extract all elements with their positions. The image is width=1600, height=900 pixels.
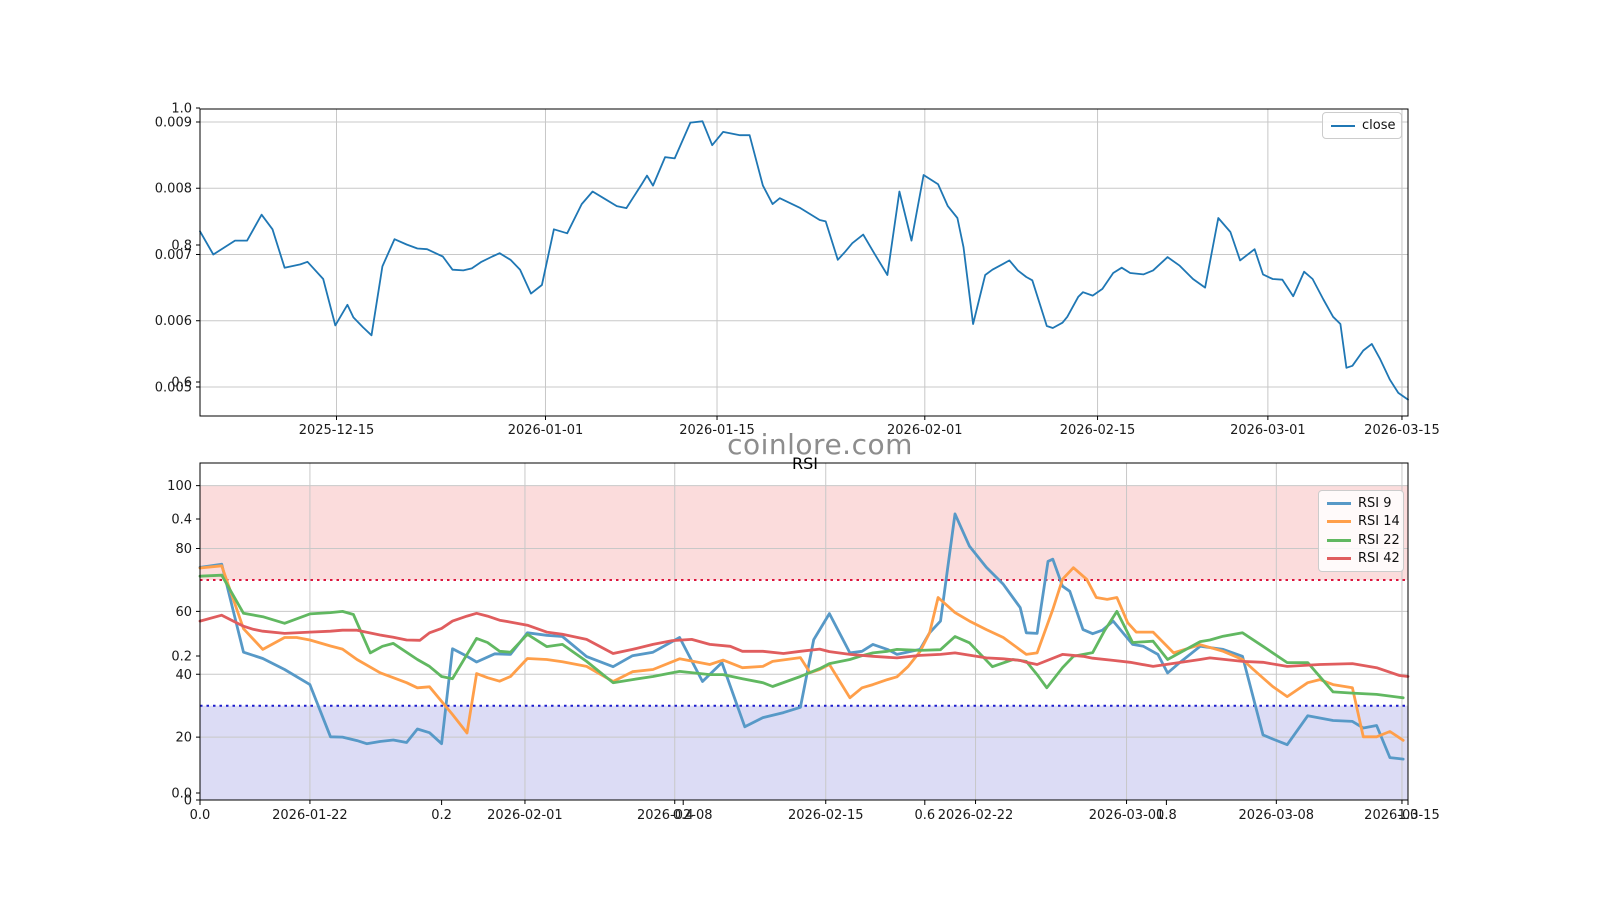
x-tick-label: 2026-03-15 xyxy=(1364,423,1440,438)
legend-entry-rsi-22: RSI 22 xyxy=(1327,533,1400,548)
axes-frame xyxy=(199,108,1409,417)
rsi-chart: 100 80 60 40 20 0 2026-01-22 2026-02-01 2026-02-… xyxy=(167,462,1440,823)
overlay-y-tick-label: 0.8 xyxy=(171,239,192,254)
x-tick-label: 2026-02-15 xyxy=(788,808,864,823)
x-tick-label: 2026-02-01 xyxy=(887,423,963,438)
overlay-x-tick-label: 0.6 xyxy=(914,808,935,823)
rsi-22-line xyxy=(198,573,1405,700)
tick-labels: 0.009 0.008 0.007 0.006 0.005 2025-12-15 2026-… xyxy=(155,115,1440,438)
gridlines xyxy=(200,109,1408,416)
x-tick-label: 2026-01-01 xyxy=(508,423,584,438)
x-tick-label: 2026-01-22 xyxy=(272,808,348,823)
y-tick-label: 60 xyxy=(175,605,192,620)
legend-line-sample xyxy=(1327,501,1351,505)
y-tick-label: 40 xyxy=(175,668,192,683)
x-tick-label: 2026-03-01 xyxy=(1089,808,1165,823)
overlay-x-tick-label: 0.0 xyxy=(190,808,211,823)
x-tick-label: 2026-03-01 xyxy=(1230,423,1306,438)
y-tick-label: 80 xyxy=(175,542,192,557)
x-tick-label: 2026-03-08 xyxy=(1239,808,1315,823)
x-tick-label: 2026-03-15 xyxy=(1364,808,1440,823)
x-tick-label: 2026-02-08 xyxy=(637,808,713,823)
overlay-x-tick-label: 0.8 xyxy=(1156,808,1177,823)
overlay-y-tick-label: 0.2 xyxy=(171,650,192,665)
legend-entry-close: close xyxy=(1331,118,1396,133)
y-tick-label: 0.009 xyxy=(155,115,192,130)
overlay-x-tick-label: 1.0 xyxy=(1398,808,1419,823)
overlay-y-tick-label: 0.4 xyxy=(171,513,192,528)
legend-entry-rsi-14: RSI 14 xyxy=(1327,514,1400,529)
legend-label: RSI 9 xyxy=(1358,495,1392,511)
rsi-14-line xyxy=(198,564,1405,742)
oversold-band xyxy=(200,705,1408,800)
overlay-y-tick-label: 0.0 xyxy=(171,787,192,802)
legend-label: RSI 22 xyxy=(1358,532,1400,548)
y-tick-label: 0 xyxy=(184,794,192,809)
rsi-42-line xyxy=(198,611,1410,678)
price-chart: 0.009 0.008 0.007 0.006 0.005 2025-12-15 2026-… xyxy=(155,108,1440,438)
legend-line-sample xyxy=(1331,124,1355,127)
y-tick-label: 100 xyxy=(167,479,192,494)
overlay-x-tick-label: 0.4 xyxy=(673,808,694,823)
tick-labels: 100 80 60 40 20 0 2026-01-22 2026-02-01 2026-02-… xyxy=(167,479,1440,823)
watermark: coinlore.com xyxy=(727,428,913,461)
y-tick-label: 0.008 xyxy=(155,182,192,197)
axes-frame xyxy=(199,462,1409,801)
overlay-y-tick-label: 1.0 xyxy=(171,102,192,117)
y-tick-label: 0.005 xyxy=(155,380,192,395)
legend-entry-rsi-9: RSI 9 xyxy=(1327,496,1395,511)
legend-line-sample xyxy=(1327,538,1351,542)
close-line xyxy=(199,120,1409,401)
x-tick-label: 2026-02-15 xyxy=(1060,423,1136,438)
x-tick-label: 2026-02-01 xyxy=(487,808,563,823)
legend-entry-rsi-42: RSI 42 xyxy=(1327,551,1400,566)
rsi-9-line xyxy=(198,512,1405,761)
legend-line-sample xyxy=(1327,557,1351,561)
price-legend: close xyxy=(1322,112,1402,139)
overlay-x-tick-label: 0.2 xyxy=(431,808,452,823)
rsi-title: RSI xyxy=(792,454,818,473)
legend-label: close xyxy=(1362,118,1396,133)
overlay-y-tick-label: 0.6 xyxy=(171,376,192,391)
x-tick-label: 2026-01-15 xyxy=(679,423,755,438)
legend-line-sample xyxy=(1327,520,1351,524)
y-tick-label: 20 xyxy=(175,731,192,746)
legend-label: RSI 42 xyxy=(1358,551,1400,567)
x-tick-label: 2025-12-15 xyxy=(299,423,375,438)
y-tick-label: 0.006 xyxy=(155,314,192,329)
legend-label: RSI 14 xyxy=(1358,514,1400,530)
rsi-legend: RSI 9 RSI 14 RSI 22 RSI 42 xyxy=(1318,490,1404,572)
y-tick-label: 0.007 xyxy=(155,248,192,263)
overbought-band xyxy=(200,485,1408,580)
x-tick-label: 2026-02-22 xyxy=(938,808,1014,823)
overlay-axis: 1.0 0.8 0.6 0.4 0.2 0.0 0.0 0.2 0.4 0.6 0.8 1.0 xyxy=(171,102,1418,824)
